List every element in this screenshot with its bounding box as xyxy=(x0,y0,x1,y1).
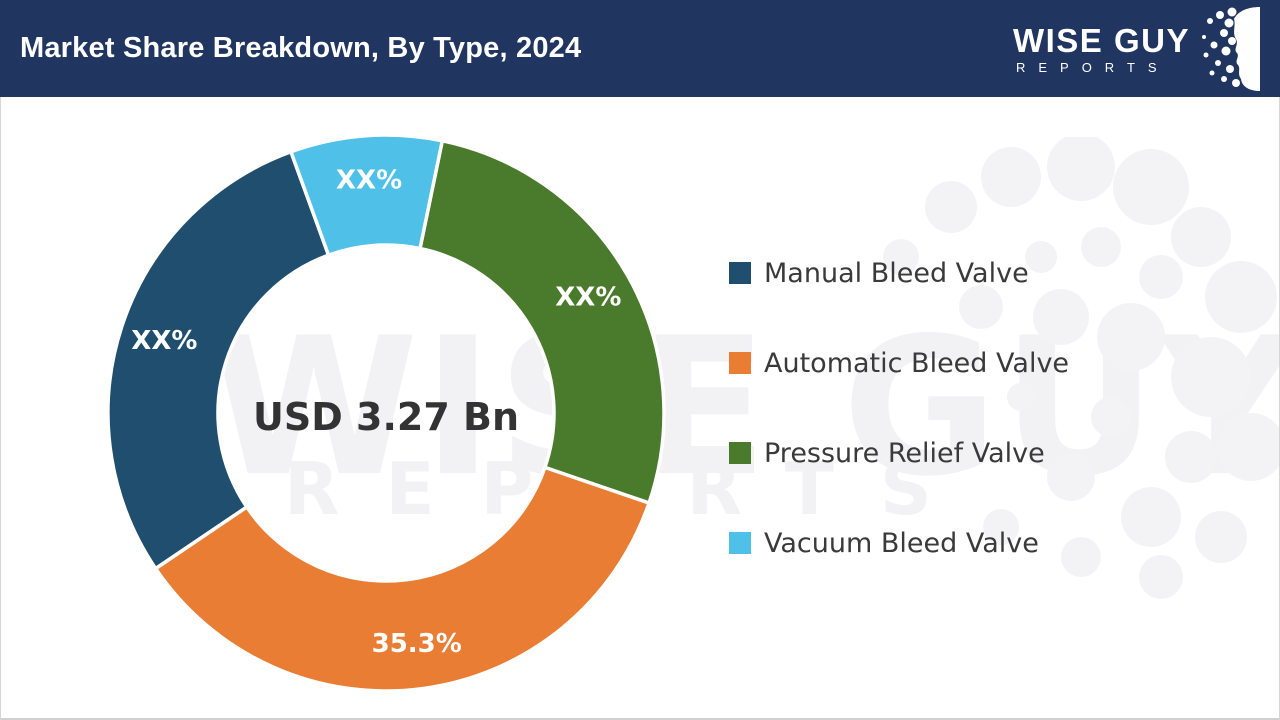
legend-swatch-pressure xyxy=(729,442,751,464)
brand-name: WISE GUY xyxy=(1012,21,1190,59)
donut-segment-vacuum-bleed-valve xyxy=(289,133,445,257)
page-title: Market Share Breakdown, By Type, 2024 xyxy=(20,32,582,64)
brand-wordmark: WISE GUY REPORTS xyxy=(1013,24,1190,74)
legend-item-vacuum-bleed-valve: Vacuum Bleed Valve xyxy=(729,526,1069,560)
donut-chart: USD 3.27 Bn XX% XX% 35.3% XX% xyxy=(86,113,686,713)
legend-swatch-vacuum xyxy=(729,532,751,554)
legend-label: Automatic Bleed Valve xyxy=(764,347,1070,379)
donut-center-value: USD 3.27 Bn xyxy=(253,395,519,439)
donut-segment-pressure-relief-valve xyxy=(418,139,666,505)
legend-item-pressure-relief-valve: Pressure Relief Valve xyxy=(729,436,1069,470)
segment-value-label: XX% xyxy=(555,282,621,312)
legend-swatch-automatic xyxy=(729,352,751,374)
legend-swatch-manual xyxy=(729,262,751,284)
segment-value-label: 35.3% xyxy=(372,629,462,659)
donut-segment-automatic-bleed-valve xyxy=(153,465,651,693)
content-area: WISE GUY REPORTS USD 3.27 Bn XX%XX%35.3%… xyxy=(0,97,1280,720)
donut-segment-manual-bleed-valve xyxy=(106,150,331,571)
legend: Manual Bleed Valve Automatic Bleed Valve… xyxy=(729,256,1069,616)
legend-item-automatic-bleed-valve: Automatic Bleed Valve xyxy=(729,346,1069,380)
legend-label: Pressure Relief Valve xyxy=(764,437,1045,469)
segment-value-label: XX% xyxy=(131,326,197,356)
legend-label: Manual Bleed Valve xyxy=(764,257,1029,289)
face-logo-icon xyxy=(1202,6,1260,91)
brand-subtitle: REPORTS xyxy=(1015,59,1170,75)
legend-label: Vacuum Bleed Valve xyxy=(764,527,1039,559)
brand-logo: WISE GUY REPORTS xyxy=(1013,6,1260,91)
header: Market Share Breakdown, By Type, 2024 WI… xyxy=(0,0,1280,97)
segment-value-label: XX% xyxy=(336,166,402,196)
legend-item-manual-bleed-valve: Manual Bleed Valve xyxy=(729,256,1069,290)
